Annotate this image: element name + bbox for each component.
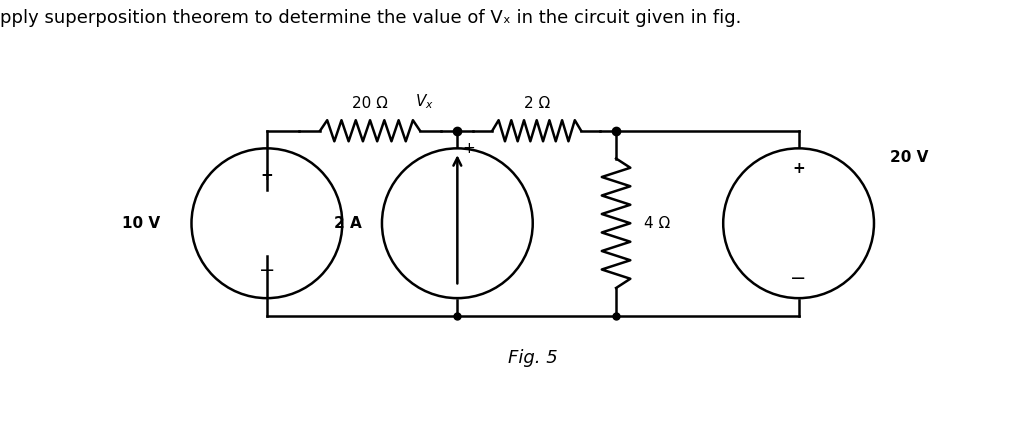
Text: V$_x$: V$_x$ bbox=[415, 92, 433, 111]
Text: 20 V: 20 V bbox=[890, 150, 928, 165]
Text: −: − bbox=[451, 289, 464, 307]
Text: 20 Ω: 20 Ω bbox=[352, 96, 388, 111]
Text: 2 Ω: 2 Ω bbox=[523, 96, 550, 111]
Text: −: − bbox=[791, 269, 807, 288]
Text: +: + bbox=[260, 169, 273, 184]
Text: −: − bbox=[259, 261, 275, 280]
Text: 2 A: 2 A bbox=[335, 216, 362, 231]
Text: 10 V: 10 V bbox=[122, 216, 160, 231]
Text: 4 Ω: 4 Ω bbox=[644, 216, 670, 231]
Text: Fig. 5: Fig. 5 bbox=[508, 349, 558, 367]
Text: pply superposition theorem to determine the value of Vₓ in the circuit given in : pply superposition theorem to determine … bbox=[0, 9, 741, 27]
Text: +: + bbox=[793, 160, 805, 175]
Text: +: + bbox=[463, 142, 475, 157]
